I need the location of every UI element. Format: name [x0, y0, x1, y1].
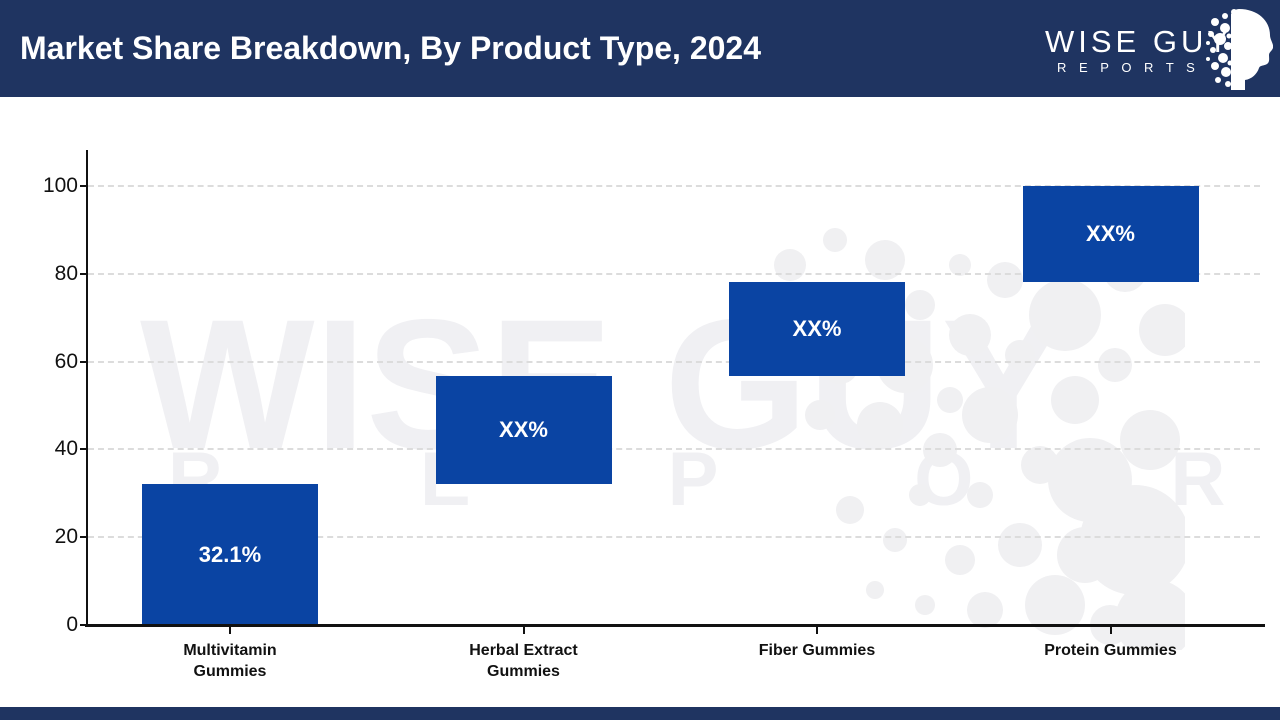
y-axis-labels: 0 20 40 60 80 100 — [0, 155, 78, 636]
y-tick-mark — [80, 448, 87, 451]
x-category-line: Fiber Gummies — [758, 642, 876, 659]
x-category-line: Herbal Extract — [469, 642, 578, 659]
y-tick-mark — [80, 360, 87, 363]
x-category-line: Protein Gummies — [1044, 642, 1177, 659]
bar-value-label: 32.1% — [198, 541, 262, 567]
bar-segment — [142, 484, 318, 625]
y-tick-mark — [80, 272, 87, 275]
x-category-line: Gummies — [193, 663, 267, 680]
gridline-20 — [88, 536, 1260, 539]
bar-value-label: XX% — [499, 416, 548, 442]
gridline-100 — [88, 185, 1260, 187]
chart-title: Market Share Breakdown, By Product Type,… — [20, 30, 761, 66]
y-tick-label: 60 — [54, 349, 78, 373]
x-tick-mark — [816, 627, 818, 634]
y-tick-label: 40 — [54, 437, 78, 461]
bar-value-label: XX% — [1086, 221, 1135, 247]
y-axis-line — [86, 150, 88, 627]
logo-head-icon — [1206, 9, 1273, 90]
y-tick-mark — [80, 624, 87, 626]
gridline-80 — [88, 272, 1260, 275]
bar-value-label: XX% — [792, 315, 842, 341]
plot-area: 32.1% XX% XX% XX% — [88, 155, 1260, 625]
y-tick-label: 0 — [66, 613, 78, 636]
x-axis-labels: Multivitamin Gummies Herbal Extract Gummies… — [88, 627, 1260, 717]
logo-subtitle: R E P O R T S — [1057, 60, 1200, 75]
gridline-60 — [88, 360, 1260, 363]
x-category-line: Multivitamin — [183, 642, 277, 659]
bar-segment — [435, 375, 612, 485]
x-category-line: Gummies — [487, 663, 560, 680]
y-tick-mark — [80, 536, 87, 539]
bar-segment — [729, 282, 905, 376]
y-tick-label: 80 — [54, 261, 78, 285]
y-tick-label: 20 — [54, 525, 78, 549]
y-tick-label: 100 — [42, 174, 78, 197]
x-axis-line — [85, 624, 1265, 627]
x-tick-mark — [229, 627, 231, 634]
x-tick-mark — [522, 627, 525, 634]
x-category-label: Protein Gummies — [981, 640, 1241, 661]
x-category-label: Herbal Extract Gummies — [394, 640, 654, 682]
x-category-label: Multivitamin Gummies — [100, 640, 360, 682]
header-bar: Market Share Breakdown, By Product Type,… — [0, 0, 1280, 97]
x-tick-mark — [1109, 627, 1112, 634]
bar-segment — [1022, 186, 1199, 283]
x-category-label: Fiber Gummies — [687, 640, 947, 661]
footer-bar — [0, 707, 1280, 720]
gridline-40 — [88, 448, 1260, 451]
logo-wordmark: WISE GUY — [1045, 24, 1233, 59]
y-tick-mark — [80, 185, 87, 187]
